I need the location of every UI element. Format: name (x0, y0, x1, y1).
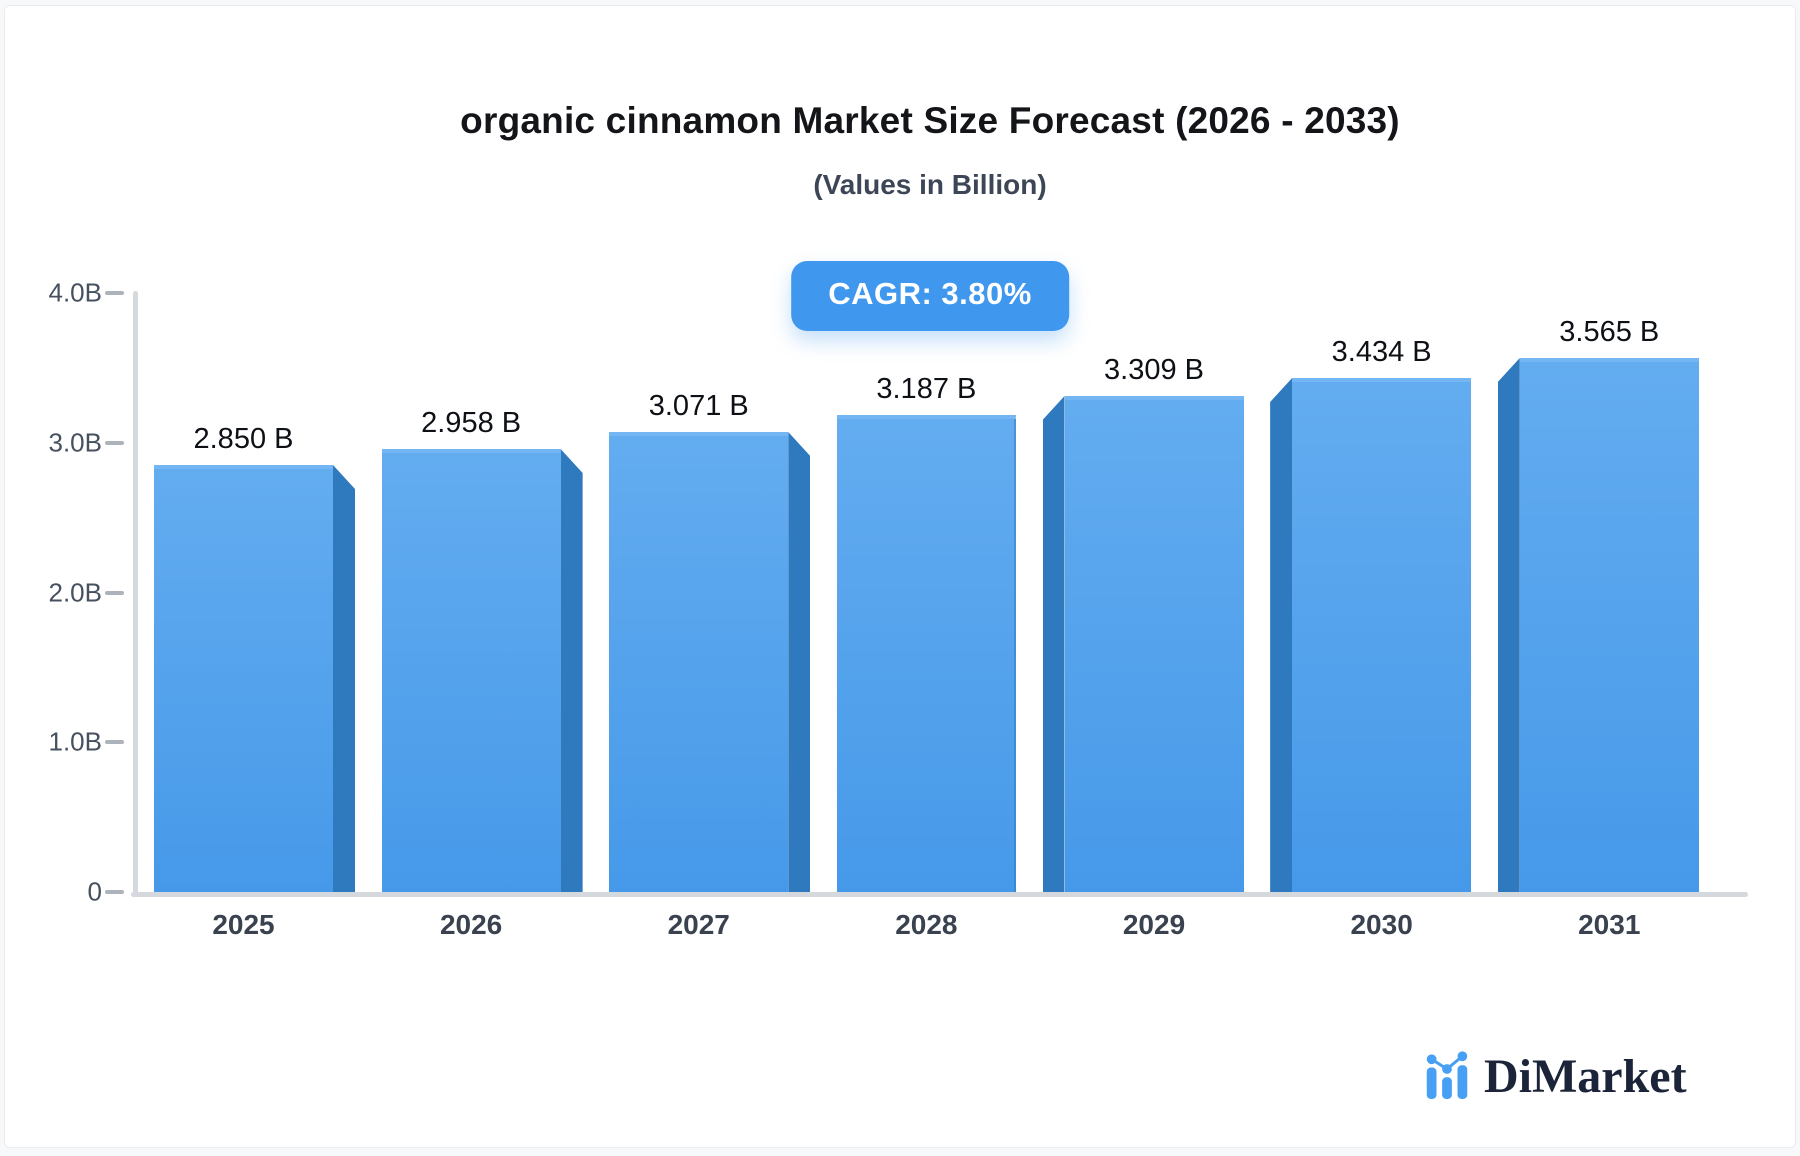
bar-face (836, 415, 1016, 892)
y-axis-tick (105, 590, 124, 595)
y-axis-label: 2.0B (48, 577, 103, 607)
x-axis-line (131, 892, 1748, 897)
dimarket-logo-icon (1426, 1051, 1468, 1099)
bar-chart: 0 1.0B 2.0B 3.0B 4.0B 2.850 B 2025 2.958 B 2026 3… (5, 6, 1795, 1147)
bar-value-label: 2.850 B (193, 423, 294, 455)
chart-card: organic cinnamon Market Size Forecast (2… (4, 5, 1796, 1148)
bar-value-label: 3.071 B (648, 390, 749, 422)
x-axis-label: 2026 (439, 909, 503, 940)
x-axis-label: 2029 (1122, 909, 1186, 940)
bar-value-label: 3.434 B (1331, 336, 1432, 368)
bar-side-3d (1497, 358, 1520, 892)
bar-side-3d (333, 465, 355, 892)
cagr-badge: CAGR: 3.80% (791, 261, 1069, 331)
bar-side-3d (560, 449, 583, 892)
y-axis-label: 1.0B (48, 726, 103, 757)
bar-value-label: 3.187 B (876, 373, 977, 405)
bar-face (381, 449, 561, 892)
x-axis-label: 2031 (1578, 909, 1641, 940)
bar-2026: 2.958 B (381, 407, 583, 892)
y-axis-label: 0 (87, 876, 102, 907)
bar-value-label: 3.565 B (1559, 316, 1660, 348)
x-axis-label: 2025 (212, 909, 275, 940)
bar-face (609, 432, 789, 892)
y-axis-tick (105, 440, 124, 445)
y-axis-label: 3.0B (48, 427, 103, 458)
x-axis-label: 2030 (1350, 909, 1413, 940)
brand-logo-text: DiMarket (1484, 1050, 1687, 1104)
y-axis-line (133, 291, 138, 897)
bar-side-3d (1042, 396, 1065, 892)
bar-2031: 3.565 B (1497, 316, 1699, 892)
bar-value-label: 3.309 B (1104, 354, 1204, 386)
y-axis-tick (105, 740, 124, 745)
bar-face (1064, 396, 1244, 892)
bar-value-label: 2.958 B (421, 407, 522, 439)
bar-2029: 3.309 B (1042, 354, 1244, 892)
x-axis-label: 2027 (667, 909, 730, 940)
bar-face (1519, 358, 1699, 892)
bar-side-3d (788, 432, 811, 892)
bar-2028: 3.187 B (836, 373, 1016, 892)
bar-face (1292, 378, 1472, 892)
brand-logo: DiMarket (1423, 1044, 1687, 1104)
chart-subtitle: (Values in Billion) (813, 169, 1047, 200)
bar-2027: 3.071 B (609, 390, 811, 892)
y-axis-tick (105, 291, 124, 295)
bar-2025: 2.850 B (154, 423, 355, 892)
y-axis-tick (105, 890, 124, 894)
y-axis-label: 4.0B (48, 277, 103, 308)
bar-side-3d (1270, 378, 1293, 892)
bar-face (154, 465, 333, 892)
x-axis-label: 2028 (895, 909, 958, 940)
chart-title: organic cinnamon Market Size Forecast (2… (460, 100, 1400, 141)
bar-2030: 3.434 B (1270, 336, 1472, 892)
